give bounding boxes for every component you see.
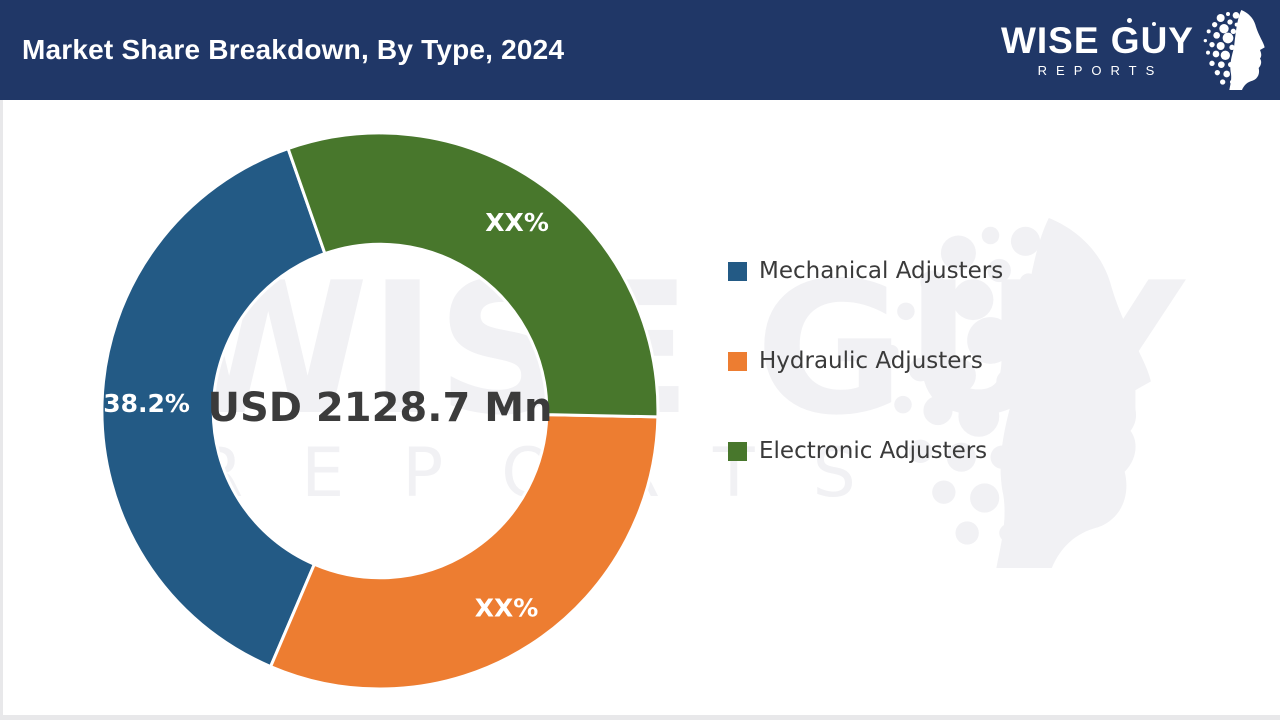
wiseguy-logo: WISE GUY REPORTS (1001, 6, 1266, 94)
legend-label: Electronic Adjusters (759, 438, 988, 464)
page-title: Market Share Breakdown, By Type, 2024 (22, 34, 565, 65)
legend-item-mechanical-adjusters[interactable]: Mechanical Adjusters (728, 258, 1004, 284)
legend-swatch-icon (728, 261, 747, 281)
left-edge-strip (0, 100, 3, 715)
slice-value-label: 38.2% (103, 389, 190, 418)
donut-slice-mechanical-adjusters[interactable] (100, 147, 327, 669)
legend-item-electronic-adjusters[interactable]: Electronic Adjusters (728, 438, 1003, 464)
legend-swatch-icon (728, 441, 747, 461)
legend-swatch-icon (728, 351, 747, 371)
wiseguy-face-watermark-icon (884, 218, 1151, 568)
chart-center-value: USD 2128.7 Mn (207, 385, 553, 431)
logo-text: WISE GUY REPORTS (1000, 20, 1194, 78)
chart-legend: Mechanical Adjusters Hydraulic Adjusters E… (728, 258, 1004, 529)
header-bar: Market Share Breakdown, By Type, 2024 WI… (0, 0, 1280, 100)
legend-label: Hydraulic Adjusters (759, 348, 983, 374)
bottom-edge-strip (0, 715, 1280, 720)
donut-slice-electronic-adjusters[interactable] (286, 131, 660, 419)
slice-value-label: XX% (475, 593, 539, 622)
logo-dot-icon (1127, 18, 1132, 23)
logo-dot-icon (1152, 22, 1156, 26)
logo-reports-text: REPORTS (1037, 62, 1164, 78)
legend-label: Mechanical Adjusters (759, 258, 1004, 284)
donut-slice-hydraulic-adjusters[interactable] (269, 413, 660, 691)
slice-value-label: XX% (485, 208, 549, 237)
wiseguy-face-icon (1203, 10, 1265, 90)
legend-item-hydraulic-adjusters[interactable]: Hydraulic Adjusters (728, 348, 1003, 374)
logo-brand-text: WISE GUY (1000, 20, 1194, 62)
